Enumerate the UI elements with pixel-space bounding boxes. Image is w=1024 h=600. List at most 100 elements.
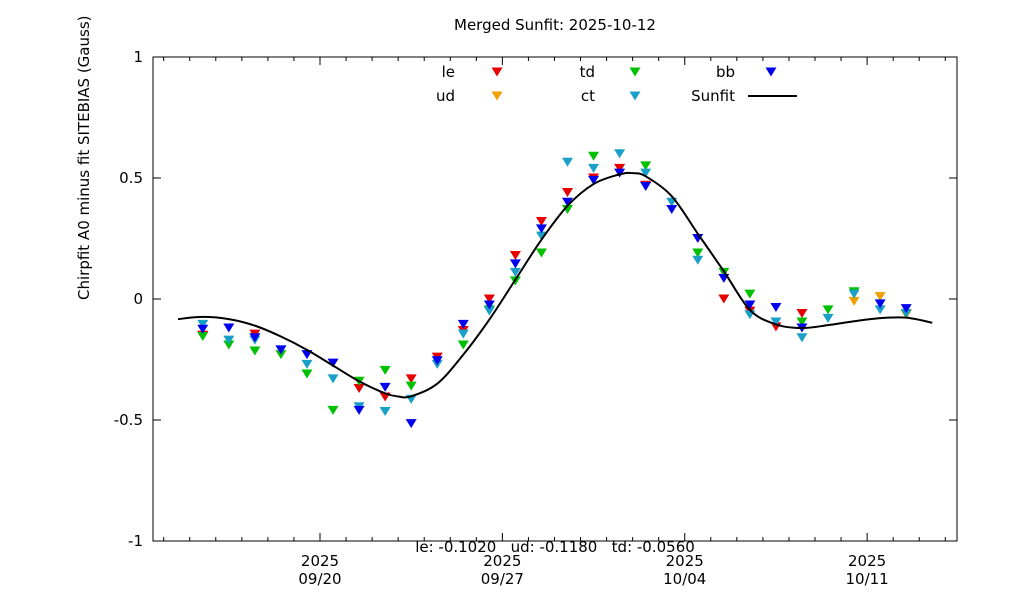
legend-marker-ud — [491, 91, 503, 101]
data-point-ct — [692, 255, 704, 265]
data-point-ct — [796, 333, 808, 343]
data-point-bb — [562, 197, 574, 207]
bias-annotation: le: -0.1020 ud: -0.1180 td: -0.0560 ct: … — [153, 482, 957, 600]
data-point-le — [509, 250, 521, 260]
x-tick-label-date: 10/04 — [663, 570, 706, 588]
data-point-td — [640, 161, 652, 171]
data-point-ct — [483, 306, 495, 316]
data-point-td — [744, 289, 756, 299]
data-point-ct — [509, 267, 521, 277]
data-point-ct — [327, 374, 339, 384]
data-point-bb — [275, 345, 287, 355]
data-point-le — [614, 163, 626, 173]
legend-label-bb: bb — [716, 63, 735, 81]
data-point-bb — [614, 168, 626, 178]
data-point-le — [718, 294, 730, 304]
data-point-ct — [614, 149, 626, 159]
y-tick-label: -0.5 — [114, 411, 143, 429]
y-tick-label: 0.5 — [119, 169, 143, 187]
data-point-td — [301, 369, 313, 379]
data-point-ct — [562, 157, 574, 167]
data-point-le — [796, 309, 808, 319]
x-tick-label-date: 09/27 — [481, 570, 524, 588]
data-point-bb — [640, 181, 652, 191]
data-point-td — [405, 381, 417, 391]
data-point-td — [379, 365, 391, 375]
data-point-ct — [535, 231, 547, 241]
data-point-ct — [640, 168, 652, 178]
data-point-le — [535, 217, 547, 227]
data-point-bb — [431, 356, 443, 366]
legend-label-le: le — [442, 63, 455, 81]
data-point-le — [562, 188, 574, 198]
data-point-td — [535, 248, 547, 258]
data-point-ct — [457, 329, 469, 339]
data-point-bb — [197, 324, 209, 334]
plot-border — [152, 56, 958, 542]
data-point-le — [483, 294, 495, 304]
data-point-bb — [770, 302, 782, 312]
data-point-bb — [353, 405, 365, 415]
x-tick-label-date: 09/20 — [298, 570, 341, 588]
data-point-le — [405, 374, 417, 384]
data-point-ct — [822, 313, 834, 323]
data-point-td — [223, 340, 235, 350]
data-point-ud — [848, 296, 860, 306]
data-point-ct — [744, 310, 756, 320]
sunfit-curve — [177, 171, 933, 399]
legend-marker-bb — [765, 67, 777, 77]
legend-label-ct: ct — [581, 87, 595, 105]
data-point-bb — [379, 382, 391, 392]
data-point-bb — [874, 299, 886, 309]
data-point-bb — [223, 323, 235, 333]
bias-annotation-line1: le: -0.1020 ud: -0.1180 td: -0.0560 — [415, 538, 695, 556]
legend-marker-le — [491, 67, 503, 77]
data-point-ct — [588, 163, 600, 173]
legend-label-sunfit: Sunfit — [691, 87, 735, 105]
legend-label-ud: ud — [436, 87, 455, 105]
data-point-td — [692, 248, 704, 258]
data-point-td — [562, 204, 574, 214]
data-point-bb — [405, 419, 417, 429]
x-tick-label-year: 2025 — [483, 552, 521, 570]
data-point-bb — [588, 175, 600, 185]
data-point-bb — [249, 333, 261, 343]
legend-label-td: td — [580, 63, 595, 81]
y-tick-label: -1 — [128, 532, 143, 550]
data-point-bb — [457, 319, 469, 329]
data-point-td — [249, 346, 261, 356]
data-point-td — [457, 340, 469, 350]
legend-marker-ct — [629, 91, 641, 101]
data-point-ct — [770, 317, 782, 327]
data-point-ct — [301, 359, 313, 369]
y-tick-label: 1 — [133, 48, 143, 66]
data-point-bb — [327, 358, 339, 368]
data-point-ct — [197, 319, 209, 329]
data-point-bb — [900, 304, 912, 314]
data-point-ct — [900, 309, 912, 319]
data-point-td — [796, 317, 808, 327]
data-point-td — [197, 332, 209, 342]
data-point-ct — [223, 335, 235, 345]
x-tick-label-year: 2025 — [301, 552, 339, 570]
x-tick-label-year: 2025 — [848, 552, 886, 570]
y-tick-label: 0 — [133, 290, 143, 308]
data-point-bb — [509, 259, 521, 269]
data-point-ct — [848, 289, 860, 299]
data-point-ct — [379, 407, 391, 417]
data-point-td — [275, 350, 287, 360]
data-point-le — [353, 384, 365, 394]
chart-title: Merged Sunfit: 2025-10-12 — [454, 16, 656, 34]
data-point-td — [588, 151, 600, 161]
data-point-ct — [874, 305, 886, 315]
data-point-bb — [483, 300, 495, 310]
data-point-bb — [535, 224, 547, 234]
data-point-ud — [874, 292, 886, 302]
x-tick-label-year: 2025 — [666, 552, 704, 570]
data-point-td — [822, 305, 834, 315]
data-point-bb — [666, 204, 678, 214]
data-point-bb — [744, 300, 756, 310]
legend-marker-td — [629, 67, 641, 77]
